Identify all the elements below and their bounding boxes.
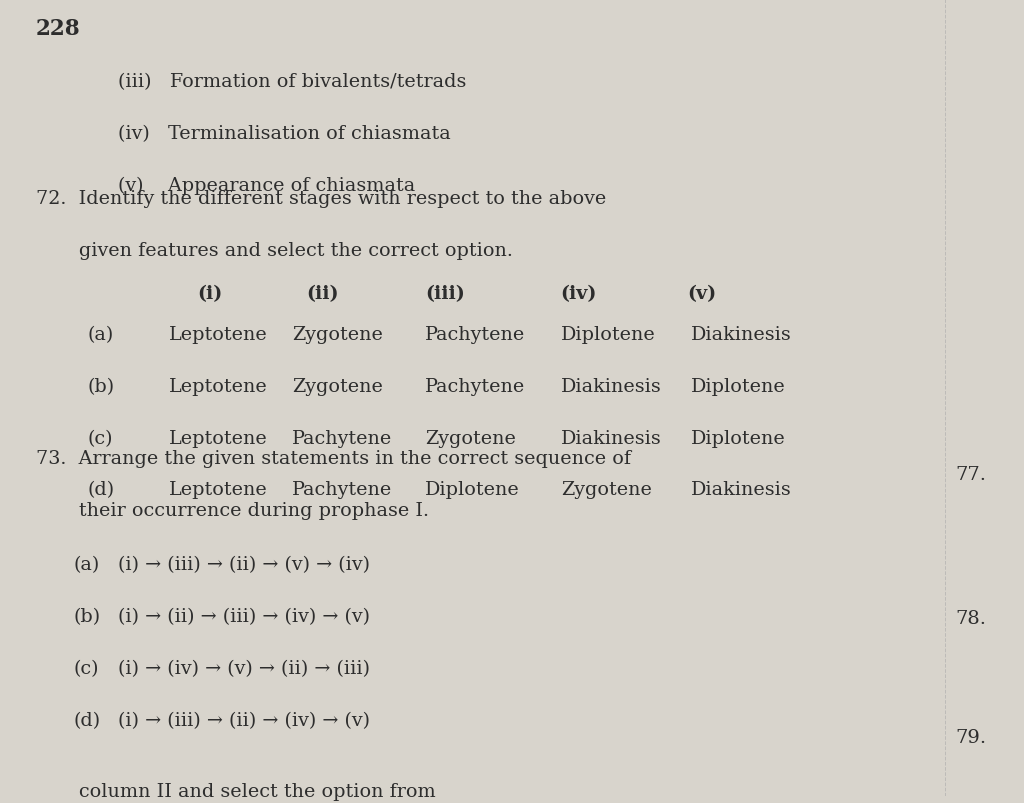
Text: (d): (d) — [74, 711, 100, 729]
Text: 77.: 77. — [955, 466, 986, 483]
Text: (a): (a) — [87, 326, 114, 344]
Text: Zygotene: Zygotene — [292, 326, 383, 344]
Text: (b): (b) — [87, 377, 114, 395]
Text: Pachytene: Pachytene — [292, 429, 392, 447]
Text: (i) → (iii) → (ii) → (v) → (iv): (i) → (iii) → (ii) → (v) → (iv) — [118, 556, 370, 573]
Text: 228: 228 — [36, 18, 81, 39]
Text: (iv)   Terminalisation of chiasmata: (iv) Terminalisation of chiasmata — [118, 125, 451, 143]
Text: Diakinesis: Diakinesis — [691, 481, 792, 499]
Text: their occurrence during prophase I.: their occurrence during prophase I. — [36, 502, 429, 520]
Text: (v)    Appearance of chiasmata: (v) Appearance of chiasmata — [118, 177, 415, 195]
Text: Diakinesis: Diakinesis — [561, 429, 662, 447]
Text: Pachytene: Pachytene — [425, 377, 525, 395]
Text: Diplotene: Diplotene — [691, 429, 786, 447]
Text: (a): (a) — [74, 556, 100, 573]
Text: (i) → (iv) → (v) → (ii) → (iii): (i) → (iv) → (v) → (ii) → (iii) — [118, 659, 370, 677]
Text: 73.  Arrange the given statements in the correct sequence of: 73. Arrange the given statements in the … — [36, 450, 631, 468]
Text: Pachytene: Pachytene — [292, 481, 392, 499]
Text: (iii): (iii) — [426, 284, 465, 302]
Text: Zygotene: Zygotene — [561, 481, 652, 499]
Text: (iii)   Formation of bivalents/tetrads: (iii) Formation of bivalents/tetrads — [118, 73, 466, 92]
Text: (i): (i) — [198, 284, 222, 302]
Text: Leptotene: Leptotene — [169, 377, 267, 395]
Text: (i) → (ii) → (iii) → (iv) → (v): (i) → (ii) → (iii) → (iv) → (v) — [118, 607, 370, 626]
Text: 72.  Identify the different stages with respect to the above: 72. Identify the different stages with r… — [36, 190, 606, 207]
Text: Zygotene: Zygotene — [292, 377, 383, 395]
Text: column II and select the option from: column II and select the option from — [36, 782, 435, 800]
Text: Leptotene: Leptotene — [169, 429, 267, 447]
Text: Diplotene: Diplotene — [691, 377, 786, 395]
Text: Leptotene: Leptotene — [169, 481, 267, 499]
Text: (v): (v) — [687, 284, 716, 302]
Text: Leptotene: Leptotene — [169, 326, 267, 344]
Text: Diplotene: Diplotene — [561, 326, 656, 344]
Text: Diplotene: Diplotene — [425, 481, 520, 499]
Text: (i) → (iii) → (ii) → (iv) → (v): (i) → (iii) → (ii) → (iv) → (v) — [118, 711, 370, 729]
Text: given features and select the correct option.: given features and select the correct op… — [36, 241, 513, 259]
Text: (b): (b) — [74, 607, 100, 626]
Text: Zygotene: Zygotene — [425, 429, 516, 447]
Text: Diakinesis: Diakinesis — [561, 377, 662, 395]
Text: (ii): (ii) — [306, 284, 339, 302]
Text: Diakinesis: Diakinesis — [691, 326, 792, 344]
Text: Pachytene: Pachytene — [425, 326, 525, 344]
Text: (c): (c) — [74, 659, 99, 677]
Text: 78.: 78. — [955, 609, 986, 627]
Text: (d): (d) — [87, 481, 114, 499]
Text: (c): (c) — [87, 429, 113, 447]
Text: 79.: 79. — [955, 728, 986, 747]
Text: (iv): (iv) — [560, 284, 597, 302]
